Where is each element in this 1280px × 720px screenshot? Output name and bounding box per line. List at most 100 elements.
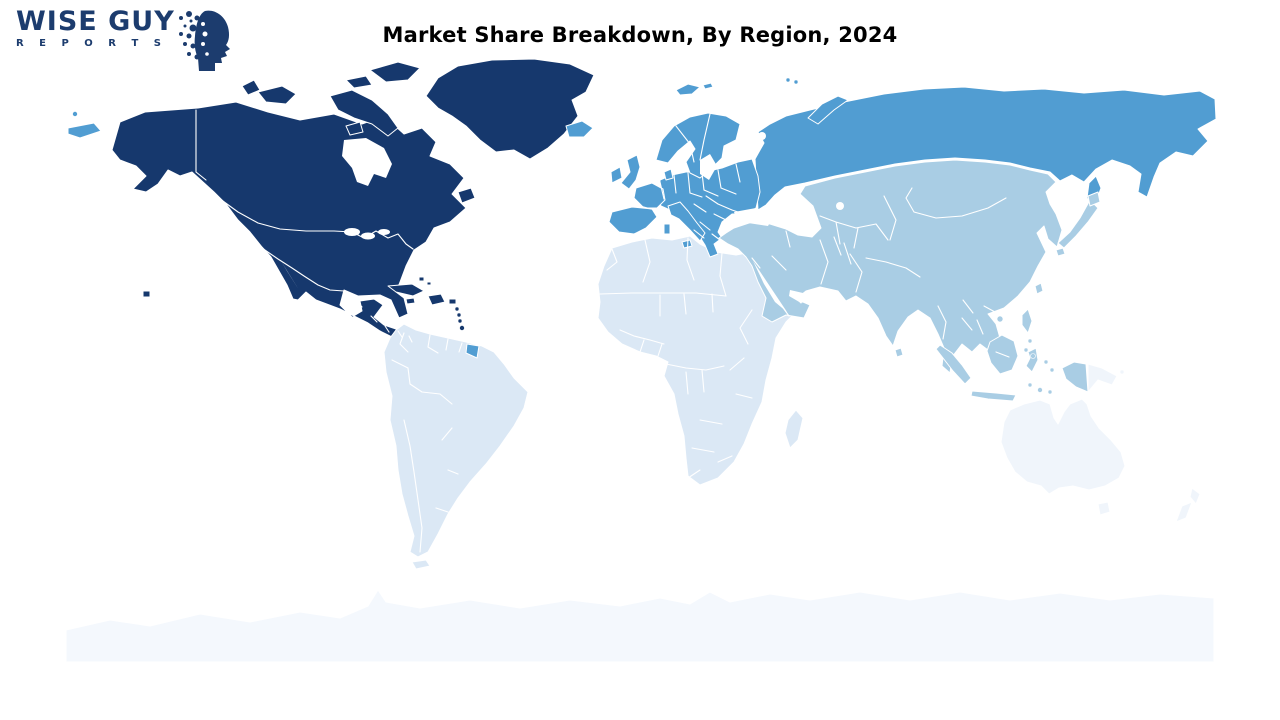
path-sardinia [663,223,671,235]
path-sulawesi [1025,347,1039,373]
path-tierra-del-fuego [411,559,431,570]
map-shape [454,306,460,312]
path-tasmania [1097,501,1111,516]
path-victoria-island [257,85,297,105]
path-newfoundland [457,187,476,204]
map-shape [819,236,852,285]
region-north-america [111,58,595,348]
map-shape [261,247,345,292]
path-scandinavia [655,112,741,179]
map-shape [659,293,714,317]
map-shape [729,309,753,399]
path-hispaniola [427,293,446,306]
map-shape [1043,359,1049,365]
path-papua-new-guinea [1087,363,1118,393]
gulf-of-california [281,261,299,290]
path-ireland [610,166,623,184]
path-sumatra [935,344,972,385]
path-cuba [387,283,425,297]
path-north-america-mainland [111,101,467,348]
path-sri-lanka [894,347,904,358]
map-shape [435,427,459,513]
logo-head-icon [178,10,230,71]
path-southampton-island [345,121,364,136]
map-shape [793,79,799,85]
logo-subtitle: R E P O R T S [16,38,167,49]
path-russia [754,86,1217,211]
map-shape [215,195,414,250]
region-oceania [1000,363,1201,523]
path-japan-honshu [1057,199,1099,249]
persian-gulf [789,290,811,303]
map-shape [391,359,453,405]
map-shape [72,111,78,117]
logo: WISE GUY R E P O R T S [16,8,239,72]
map-shape [1027,338,1033,344]
map-shape [785,77,791,83]
map-shape [819,215,889,249]
path-java [970,390,1017,402]
path-new-zealand-south [1175,501,1193,523]
path-svalbard [675,82,714,96]
caspian-sea [788,198,810,233]
path-banks-island [241,79,261,96]
path-new-zealand-north [1189,487,1201,505]
map-shape [195,109,207,181]
path-hawaii [142,290,151,298]
path-chukotka-west [67,122,102,139]
map-shape [905,187,1007,219]
map-shape [619,329,665,357]
map-shape [1023,347,1029,353]
path-hainan [996,315,1004,323]
path-denmark [663,168,674,181]
map-shape [849,253,921,293]
path-antarctica [65,589,1215,663]
aral-sea [836,202,844,210]
path-philippines [1021,308,1033,334]
baltic-sea [700,154,717,180]
path-ellesmere-island [369,61,421,83]
path-bahamas [418,276,432,286]
region-asia-pacific [718,159,1101,402]
page-title: Market Share Breakdown, By Region, 2024 [382,23,898,48]
map-shape [459,325,465,331]
map-shape [687,419,733,479]
path-taiwan [1034,282,1044,295]
path-west-new-guinea [1061,361,1089,393]
path-madagascar [784,409,804,449]
map-shape [751,230,802,317]
map-shape [399,332,463,354]
path-novaya-zemlya [807,95,849,125]
path-sicily [681,239,693,249]
hudson-bay [342,138,392,186]
red-sea [753,261,787,312]
map-shape [606,237,727,297]
map-shape [693,221,721,241]
path-iceland [565,120,594,138]
country-borders [195,109,1010,553]
path-baffin-island [329,89,399,137]
map-shape [675,113,711,163]
map-shape [355,299,413,343]
region-europe [67,77,1217,359]
map-shape [1047,389,1053,395]
path-puerto-rico [448,298,457,305]
region-south-america [383,323,529,570]
logo-wordmark: WISE GUY [16,6,175,37]
map-shape [1030,353,1036,359]
map-shape [693,195,745,221]
path-french-guiana [465,343,480,359]
path-jamaica [405,297,416,305]
map-shape [456,312,462,318]
region-africa [597,235,804,486]
white-sea [758,132,766,140]
path-south-america-mainland [383,323,529,558]
map-shape [1119,369,1125,375]
path-iberia [608,206,658,235]
path-japan-kyushu [1055,247,1066,257]
logo-text: WISE GUY R E P O R T S [16,8,175,49]
path-japan-hokkaido [1087,191,1101,207]
map-shape [403,419,423,553]
